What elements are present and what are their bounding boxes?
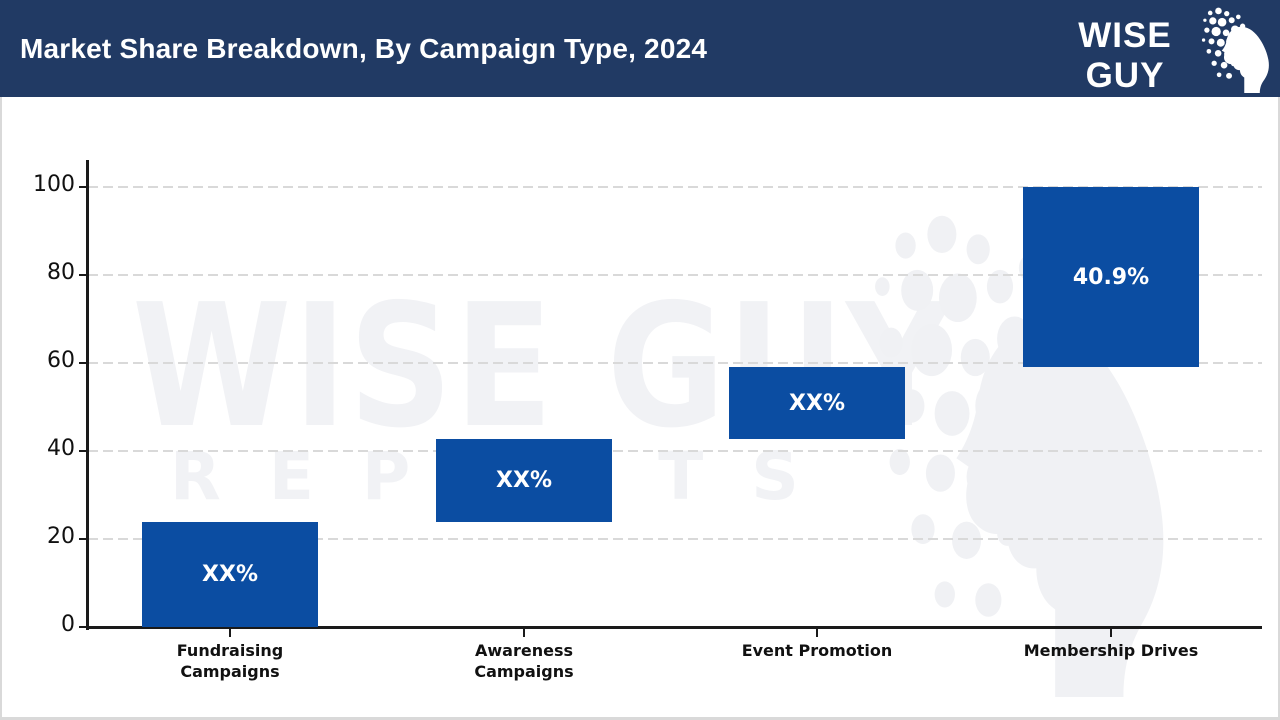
y-axis-tick xyxy=(79,450,87,452)
bar-awareness-campaigns: XX% xyxy=(436,439,612,522)
x-axis-label-line: Campaigns xyxy=(474,662,574,681)
bar-value-label: XX% xyxy=(496,468,552,493)
y-axis-tick-label: 20 xyxy=(47,524,75,549)
x-axis-label-line: Fundraising xyxy=(176,641,284,660)
x-axis-label-line: Membership Drives xyxy=(1023,641,1199,660)
brand-logo-name: WISE GUY xyxy=(1078,16,1172,95)
bar-membership-drives: 40.9% xyxy=(1023,187,1199,367)
y-axis-line xyxy=(86,160,89,630)
x-axis-label-line: Event Promotion xyxy=(741,641,893,660)
bar-value-label: XX% xyxy=(202,562,258,587)
y-axis-tick xyxy=(79,626,87,628)
brand-head-icon xyxy=(1200,7,1270,93)
x-axis-tick xyxy=(816,629,818,637)
y-axis-tick-label: 60 xyxy=(47,348,75,373)
x-axis-category-label: Awareness Campaigns xyxy=(404,640,644,682)
header-bar: Market Share Breakdown, By Campaign Type… xyxy=(0,0,1280,114)
y-axis-tick-label: 100 xyxy=(33,172,75,197)
x-axis-tick xyxy=(229,629,231,637)
y-axis-tick xyxy=(79,186,87,188)
y-axis-tick-label: 40 xyxy=(47,436,75,461)
frame-border-bottom xyxy=(0,717,1280,720)
x-axis-label-line: Campaigns xyxy=(180,662,280,681)
x-axis-tick xyxy=(1110,629,1112,637)
gridline-y20 xyxy=(88,538,1262,540)
x-axis-label-line: Awareness xyxy=(475,641,573,660)
bar-value-label: XX% xyxy=(789,390,845,416)
gridline-y40 xyxy=(88,450,1262,452)
bar-event-promotion: XX% xyxy=(729,367,905,439)
y-axis-tick-label: 0 xyxy=(61,612,75,637)
x-axis-category-label: Event Promotion xyxy=(697,640,937,661)
bar-fundraising-campaigns: XX% xyxy=(142,522,318,627)
bar-value-label: 40.9% xyxy=(1072,264,1150,290)
y-axis-tick xyxy=(79,362,87,364)
frame-border-left xyxy=(0,97,2,720)
gridline-y100 xyxy=(88,186,1262,188)
y-axis-tick xyxy=(79,274,87,276)
page-title: Market Share Breakdown, By Campaign Type… xyxy=(20,32,708,64)
y-axis-tick-label: 80 xyxy=(47,260,75,285)
gridline-y60 xyxy=(88,362,1262,364)
x-axis-category-label: Fundraising Campaigns xyxy=(110,640,350,682)
y-axis-tick xyxy=(79,538,87,540)
gridline-y80 xyxy=(88,274,1262,276)
x-axis-category-label: Membership Drives xyxy=(991,640,1231,661)
frame-border-right xyxy=(1278,97,1280,720)
x-axis-tick xyxy=(523,629,525,637)
x-axis-line xyxy=(86,626,1262,629)
brand-logo: WISE GUY REPORTS xyxy=(1035,16,1215,114)
brand-logo-subtitle: REPORTS xyxy=(1068,99,1188,114)
